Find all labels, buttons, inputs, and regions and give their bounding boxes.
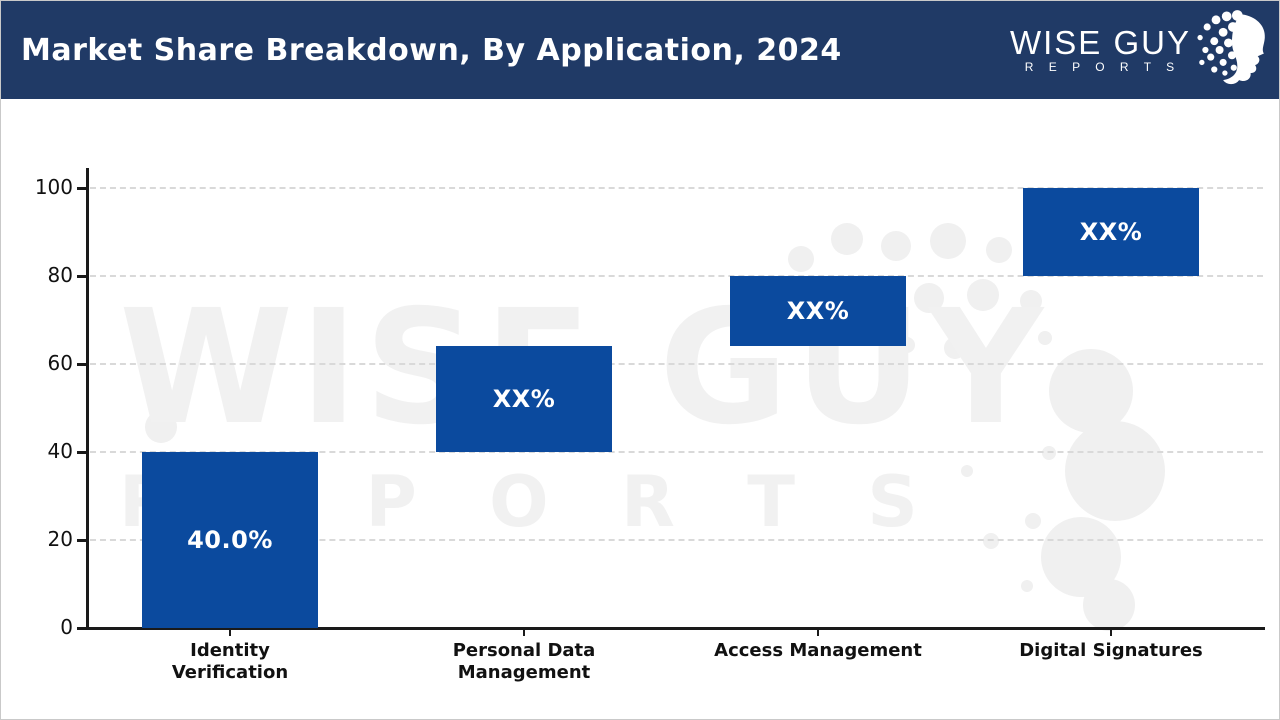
category-label-line: Verification — [171, 662, 289, 683]
category-label-line: Identity — [190, 640, 270, 661]
bar-value-label: XX% — [1079, 218, 1143, 246]
category-label-line: Digital Signatures — [1019, 640, 1203, 661]
logo-text: WISE GUY R E P O R T S — [1009, 23, 1191, 75]
gridline-40 — [90, 451, 1263, 453]
bar-value-label: 40.0% — [187, 526, 273, 554]
y-tick-label: 40 — [47, 439, 73, 463]
y-tick-label: 60 — [47, 351, 73, 375]
y-tick-mark — [77, 363, 86, 366]
y-tick-mark — [77, 275, 86, 278]
category-label-line: Access Management — [714, 640, 922, 661]
y-tick-label: 0 — [60, 615, 73, 639]
logo-wordmark: WISE GUY — [1009, 23, 1191, 61]
category-label-2: Personal Data Management — [374, 640, 674, 684]
category-label-1: Identity Verification — [80, 640, 380, 684]
y-tick-label: 80 — [47, 263, 73, 287]
logo-subtitle: R E P O R T S — [1024, 60, 1181, 75]
y-tick-mark — [77, 539, 86, 542]
gridline-80 — [90, 275, 1263, 277]
waterfall-bar-3: XX% — [730, 276, 906, 347]
category-label-3: Access Management — [668, 640, 968, 662]
logo-face-icon — [1197, 10, 1265, 85]
category-label-4: Digital Signatures — [961, 640, 1261, 662]
waterfall-bar-1: 40.0% — [142, 452, 318, 628]
chart-title: Market Share Breakdown, By Application, … — [21, 32, 842, 68]
bar-value-label: XX% — [786, 297, 850, 326]
y-tick-mark — [77, 627, 86, 630]
y-tick-label: 100 — [34, 175, 73, 199]
waterfall-bar-4: XX% — [1023, 188, 1199, 276]
category-label-line: Personal Data — [452, 640, 596, 661]
bar-value-label: XX% — [492, 385, 556, 414]
gridline-60 — [90, 363, 1263, 365]
category-label-line: Management — [457, 662, 591, 683]
x-tick-mark — [1110, 630, 1112, 636]
y-tick-mark — [77, 451, 86, 454]
y-tick-mark — [77, 187, 86, 190]
x-tick-mark — [817, 630, 819, 636]
y-tick-label: 20 — [47, 527, 73, 551]
x-tick-mark — [523, 630, 525, 636]
x-axis-line — [86, 627, 1265, 630]
gridline-20 — [90, 539, 1263, 541]
wise-guy-logo: WISE GUY R E P O R T S — [1010, 8, 1271, 92]
y-axis-line — [86, 168, 89, 629]
x-tick-mark — [229, 630, 231, 636]
waterfall-bar-2: XX% — [436, 346, 612, 452]
gridline-100 — [90, 187, 1263, 189]
header-bar: Market Share Breakdown, By Application, … — [1, 1, 1279, 99]
